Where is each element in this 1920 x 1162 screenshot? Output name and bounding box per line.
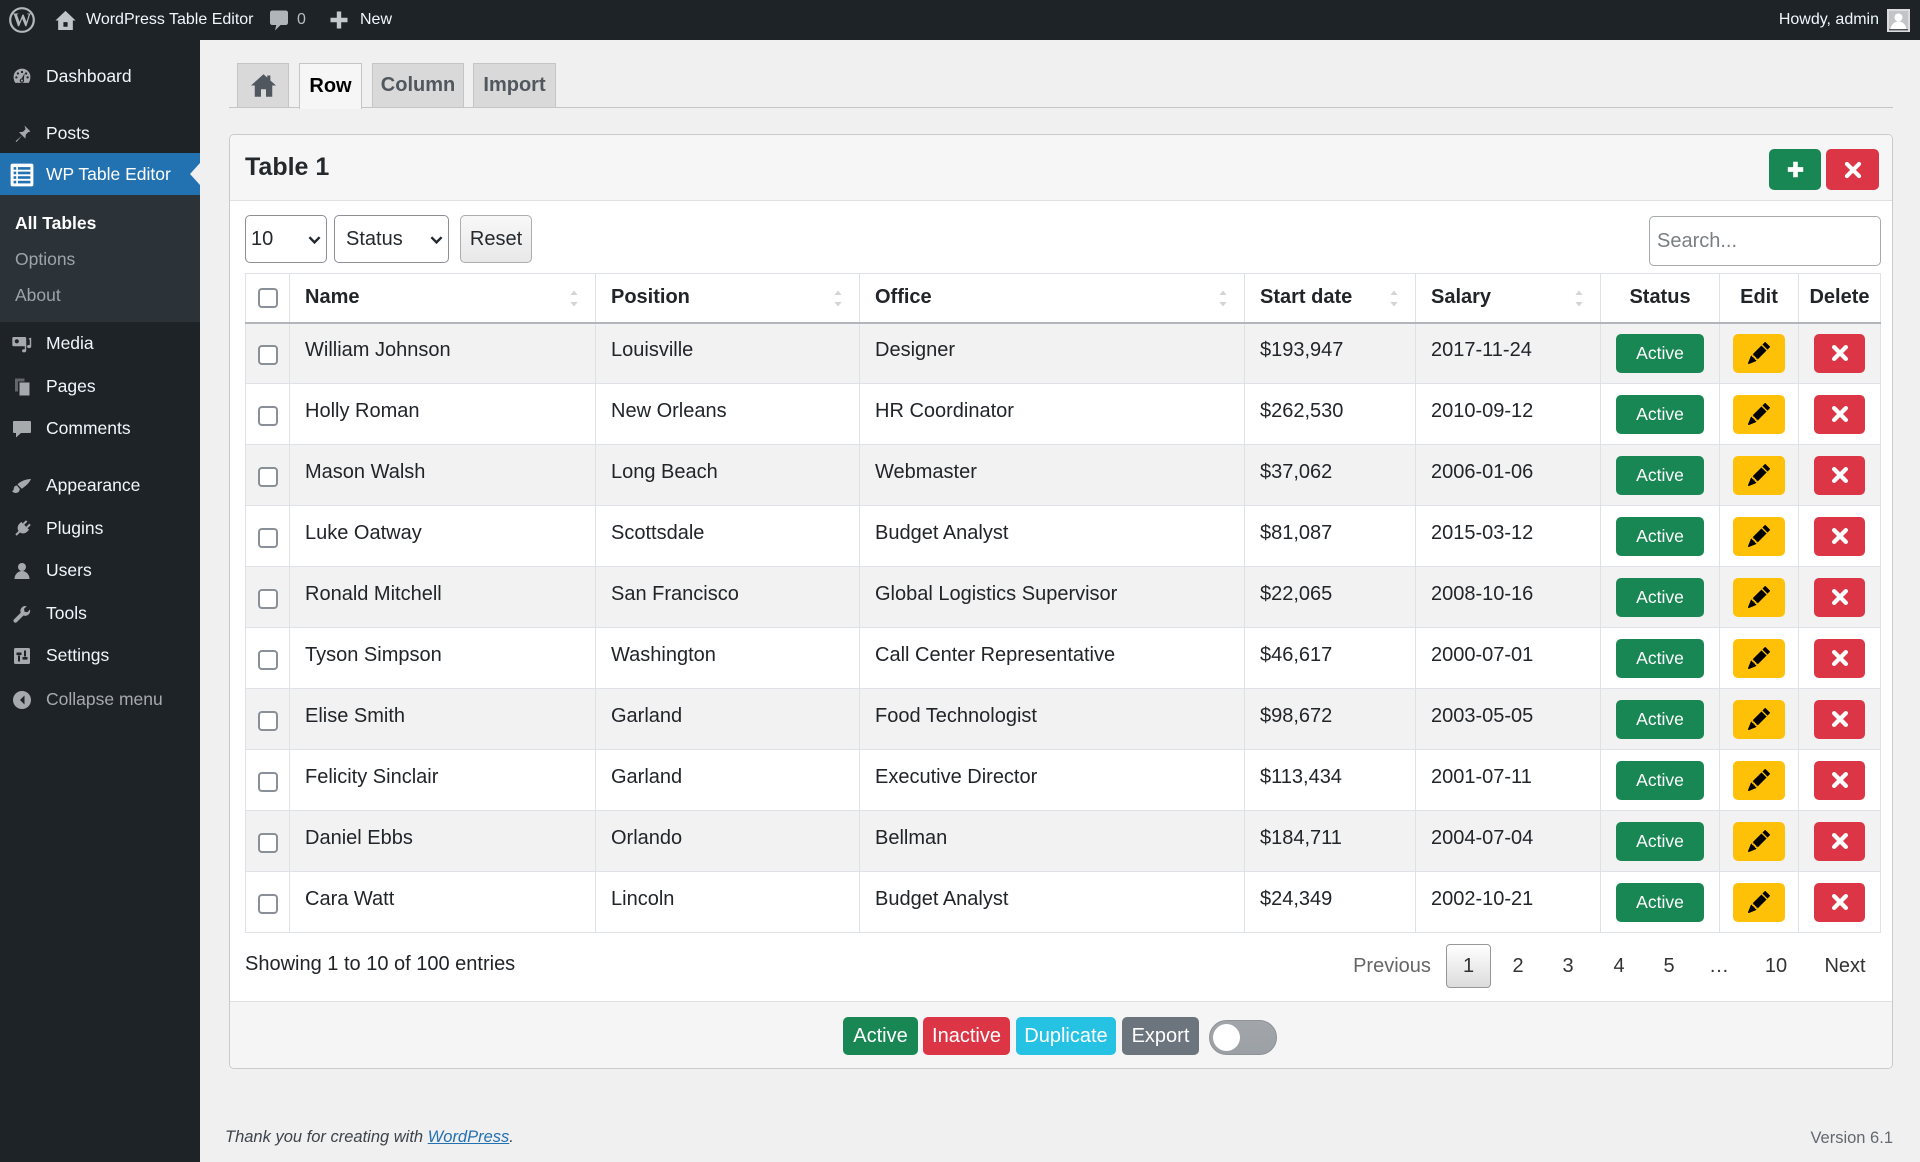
svg-text:W: W xyxy=(13,10,32,31)
